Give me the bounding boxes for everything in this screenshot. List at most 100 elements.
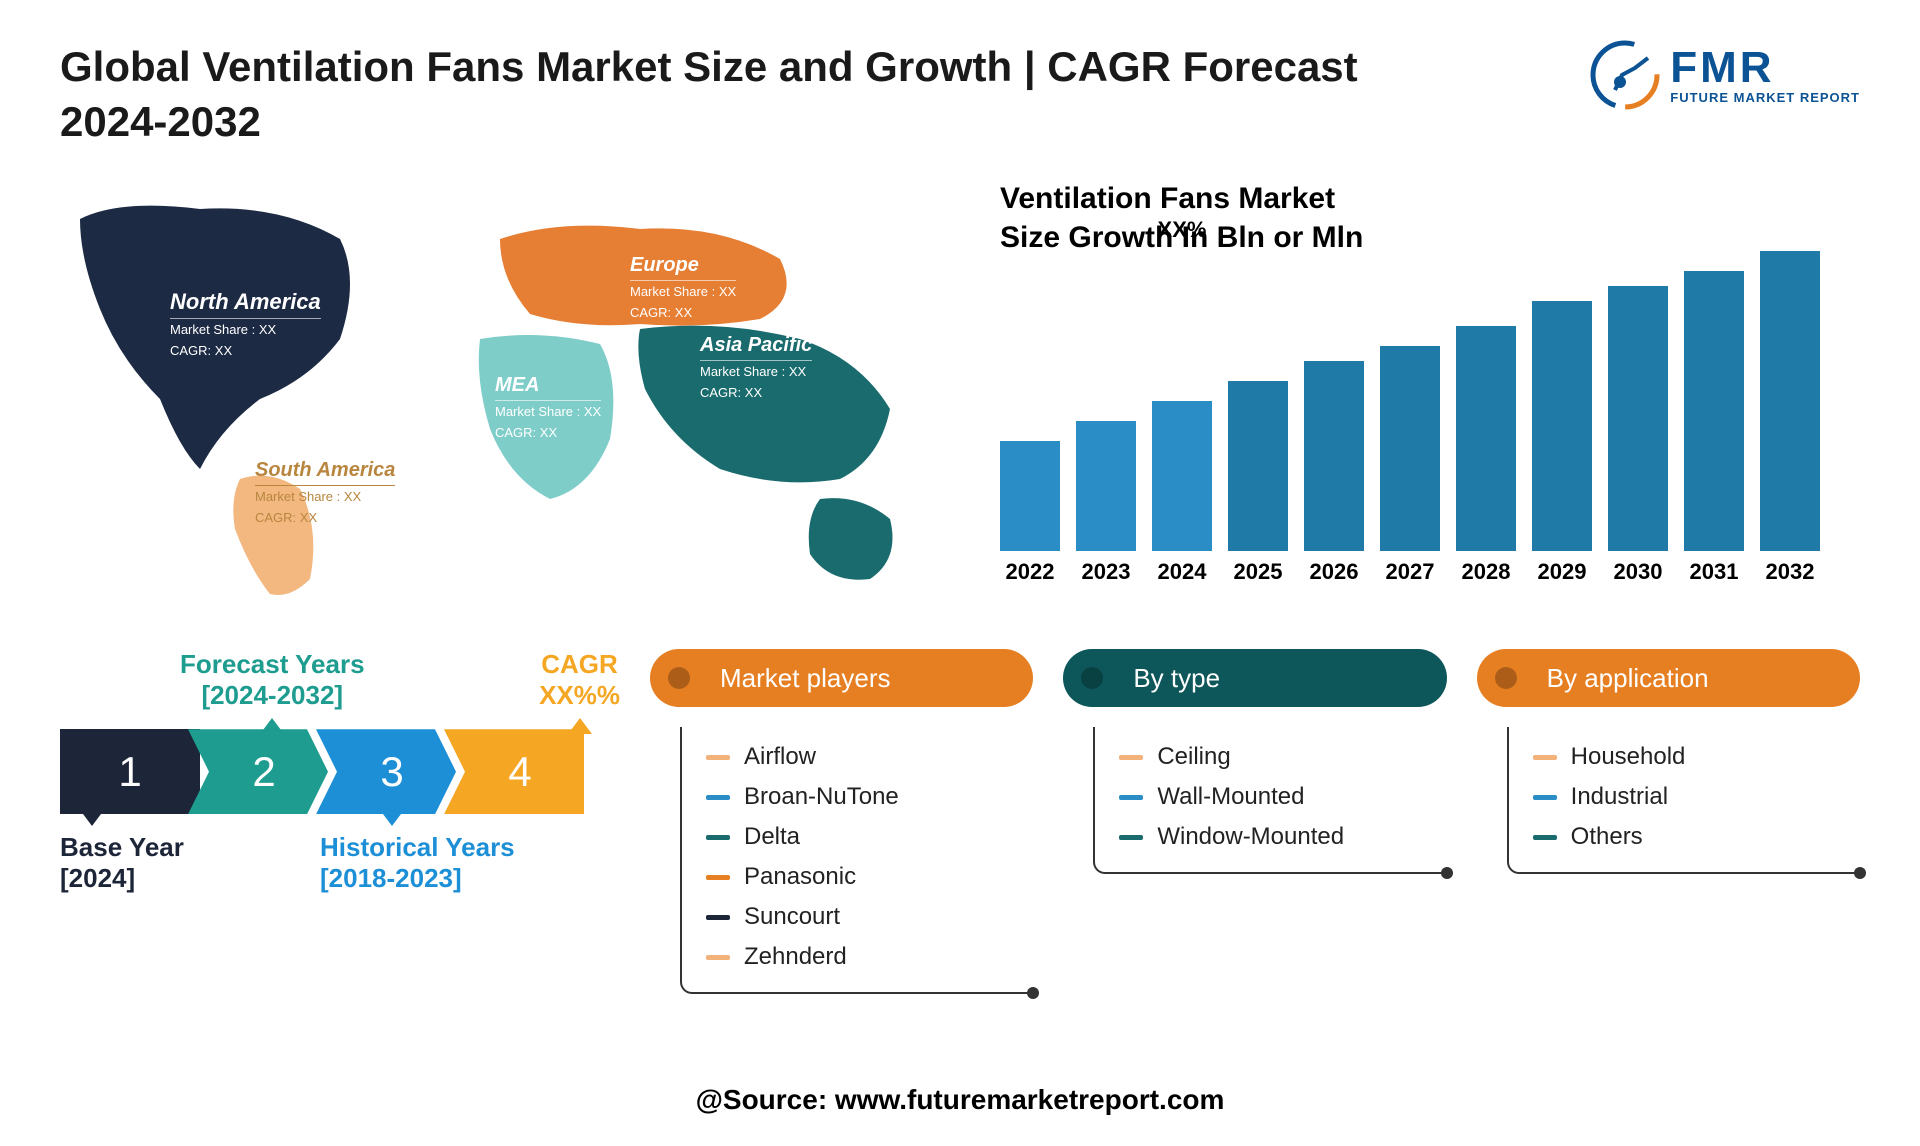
seg-4: 4: [444, 729, 584, 814]
seg-3: 3: [316, 729, 456, 814]
card-body: Airflow Broan-NuTone Delta Panasonic Sun…: [680, 727, 1033, 994]
categories-row: Market players Airflow Broan-NuTone Delt…: [650, 649, 1860, 994]
category-card: Market players Airflow Broan-NuTone Delt…: [650, 649, 1033, 994]
logo-sub: FUTURE MARKET REPORT: [1670, 90, 1860, 105]
cagr-label: CAGR XX%%: [539, 649, 620, 711]
bar: [1608, 286, 1668, 551]
item-color-dash: [1119, 755, 1143, 760]
logo-main: FMR: [1670, 46, 1860, 90]
item-color-dash: [706, 835, 730, 840]
item-label: Zehnderd: [744, 943, 847, 971]
region-mea: MEA Market Share : XX CAGR: XX: [495, 374, 601, 440]
bars-container: 2022 2023 XX% 2024 2025 2026 2027 2028 20…: [1000, 275, 1860, 585]
item-label: Industrial: [1571, 783, 1668, 811]
item-label: Suncourt: [744, 903, 840, 931]
bar-year-label: 2026: [1310, 559, 1359, 585]
bar-group: 2030: [1608, 286, 1668, 585]
bar-group: 2026: [1304, 361, 1364, 585]
list-item: Wall-Mounted: [1119, 777, 1446, 817]
item-label: Broan-NuTone: [744, 783, 899, 811]
category-card: By application Household Industrial Othe…: [1477, 649, 1860, 994]
bar-group: 2022: [1000, 441, 1060, 585]
bar: [1000, 441, 1060, 551]
bar: [1228, 381, 1288, 551]
item-color-dash: [706, 955, 730, 960]
item-label: Ceiling: [1157, 743, 1230, 771]
list-item: Others: [1533, 817, 1860, 857]
forecast-label: Forecast Years [2024-2032]: [180, 649, 365, 711]
category-card: By type Ceiling Wall-Mounted Window-Moun…: [1063, 649, 1446, 994]
region-na: North America Market Share : XX CAGR: XX: [170, 289, 321, 358]
page-title: Global Ventilation Fans Market Size and …: [60, 40, 1460, 149]
bar-group: 2029: [1532, 301, 1592, 585]
item-color-dash: [706, 755, 730, 760]
region-ap: Asia Pacific Market Share : XX CAGR: XX: [700, 334, 812, 400]
bar: [1760, 251, 1820, 551]
bar: [1532, 301, 1592, 551]
item-color-dash: [706, 875, 730, 880]
list-item: Delta: [706, 817, 1033, 857]
base-label: Base Year [2024]: [60, 832, 184, 894]
item-label: Wall-Mounted: [1157, 783, 1304, 811]
bar-chart: Ventilation Fans Market Size Growth In B…: [1000, 179, 1860, 599]
list-item: Zehnderd: [706, 937, 1033, 977]
bar-year-label: 2027: [1386, 559, 1435, 585]
bar-group: XX% 2024: [1152, 401, 1212, 585]
bar-year-label: 2029: [1538, 559, 1587, 585]
bar-year-label: 2030: [1614, 559, 1663, 585]
item-label: Panasonic: [744, 863, 856, 891]
region-eu: Europe Market Share : XX CAGR: XX: [630, 254, 736, 320]
list-item: Household: [1533, 737, 1860, 777]
item-color-dash: [706, 915, 730, 920]
bar: [1380, 346, 1440, 551]
bar: [1684, 271, 1744, 551]
item-color-dash: [1119, 835, 1143, 840]
bar-group: 2027: [1380, 346, 1440, 585]
list-item: Airflow: [706, 737, 1033, 777]
bar-year-label: 2032: [1766, 559, 1815, 585]
bar: [1304, 361, 1364, 551]
item-color-dash: [1533, 755, 1557, 760]
bar-year-label: 2028: [1462, 559, 1511, 585]
item-label: Household: [1571, 743, 1686, 771]
logo-text: FMR FUTURE MARKET REPORT: [1670, 46, 1860, 105]
item-label: Window-Mounted: [1157, 823, 1344, 851]
list-item: Broan-NuTone: [706, 777, 1033, 817]
header: Global Ventilation Fans Market Size and …: [60, 40, 1860, 149]
card-header: By type: [1063, 649, 1446, 707]
item-label: Delta: [744, 823, 800, 851]
item-color-dash: [1533, 835, 1557, 840]
hist-label: Historical Years [2018-2023]: [320, 832, 515, 894]
bottom-section: Forecast Years [2024-2032] CAGR XX%% 1 2…: [60, 649, 1860, 994]
item-color-dash: [1533, 795, 1557, 800]
timeline: Forecast Years [2024-2032] CAGR XX%% 1 2…: [60, 649, 620, 814]
logo-icon: [1590, 40, 1660, 110]
bar-group: 2031: [1684, 271, 1744, 585]
seg-1: 1: [60, 729, 200, 814]
bar: [1076, 421, 1136, 551]
item-label: Airflow: [744, 743, 816, 771]
world-map: North America Market Share : XX CAGR: XX…: [60, 179, 960, 599]
bar: [1456, 326, 1516, 551]
list-item: Suncourt: [706, 897, 1033, 937]
bar-year-label: 2025: [1234, 559, 1283, 585]
card-body: Ceiling Wall-Mounted Window-Mounted: [1093, 727, 1446, 874]
bar-group: 2025: [1228, 381, 1288, 585]
bar-year-label: 2023: [1082, 559, 1131, 585]
item-label: Others: [1571, 823, 1643, 851]
region-sa: South America Market Share : XX CAGR: XX: [255, 459, 395, 525]
bar-annotation: XX%: [1158, 217, 1207, 243]
item-color-dash: [706, 795, 730, 800]
bar-year-label: 2031: [1690, 559, 1739, 585]
card-header: By application: [1477, 649, 1860, 707]
bar: [1152, 401, 1212, 551]
bar-group: 2028: [1456, 326, 1516, 585]
bar-group: 2023: [1076, 421, 1136, 585]
source-text: @Source: www.futuremarketreport.com: [696, 1084, 1225, 1116]
logo: FMR FUTURE MARKET REPORT: [1590, 40, 1860, 110]
list-item: Ceiling: [1119, 737, 1446, 777]
list-item: Window-Mounted: [1119, 817, 1446, 857]
list-item: Industrial: [1533, 777, 1860, 817]
item-color-dash: [1119, 795, 1143, 800]
bar-year-label: 2022: [1006, 559, 1055, 585]
